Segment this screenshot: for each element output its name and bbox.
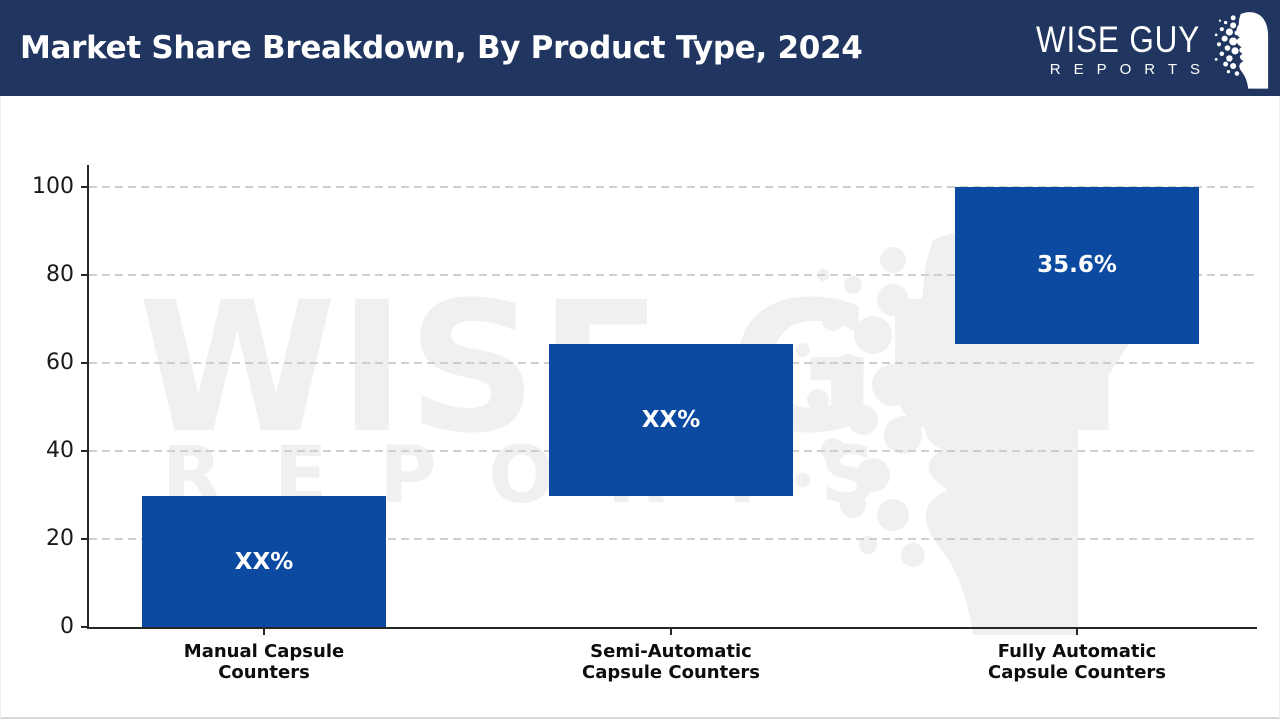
category-label: Manual Capsule Counters <box>183 641 345 683</box>
left-border <box>0 96 1 720</box>
bar-value-label: XX% <box>641 406 701 433</box>
y-tick <box>81 274 87 276</box>
y-axis-line <box>87 165 89 629</box>
gridline <box>89 186 1256 188</box>
bar: XX% <box>142 496 386 627</box>
y-tick-label: 40 <box>46 438 74 463</box>
page-title: Market Share Breakdown, By Product Type,… <box>20 30 863 66</box>
category-label: Fully Automatic Capsule Counters <box>987 641 1167 683</box>
logo-sub-text: REPORTS <box>1049 61 1213 79</box>
logo-brand-text: WISE GUY <box>1035 18 1200 60</box>
y-tick-label: 80 <box>46 262 74 287</box>
bar: 35.6% <box>955 187 1199 344</box>
x-tick <box>1076 629 1078 635</box>
gridline <box>89 274 1256 276</box>
x-axis-line <box>87 627 1257 629</box>
y-tick <box>81 186 87 188</box>
chart: WISE GUY REPORTS XX%XX%35.6% 02040608010… <box>0 96 1280 720</box>
y-tick <box>81 626 87 628</box>
y-tick <box>81 362 87 364</box>
brand-logo: WISE GUY REPORTS <box>1007 8 1270 90</box>
header: Market Share Breakdown, By Product Type,… <box>0 0 1280 96</box>
y-tick-label: 0 <box>60 614 74 639</box>
y-tick-label: 60 <box>46 350 74 375</box>
bar-value-label: XX% <box>234 548 294 575</box>
bar-value-label: 35.6% <box>1037 252 1117 279</box>
y-tick-label: 100 <box>32 174 74 199</box>
head-profile-icon <box>1214 12 1269 89</box>
logo-text: WISE GUY REPORTS <box>1007 18 1200 78</box>
bar: XX% <box>549 343 793 497</box>
gridline <box>89 538 1256 540</box>
y-tick-label: 20 <box>46 526 74 551</box>
y-tick <box>81 538 87 540</box>
category-label: Semi-Automatic Capsule Counters <box>581 641 761 683</box>
bottom-border <box>0 717 1280 719</box>
x-tick <box>263 629 265 635</box>
y-tick <box>81 450 87 452</box>
x-tick <box>670 629 672 635</box>
